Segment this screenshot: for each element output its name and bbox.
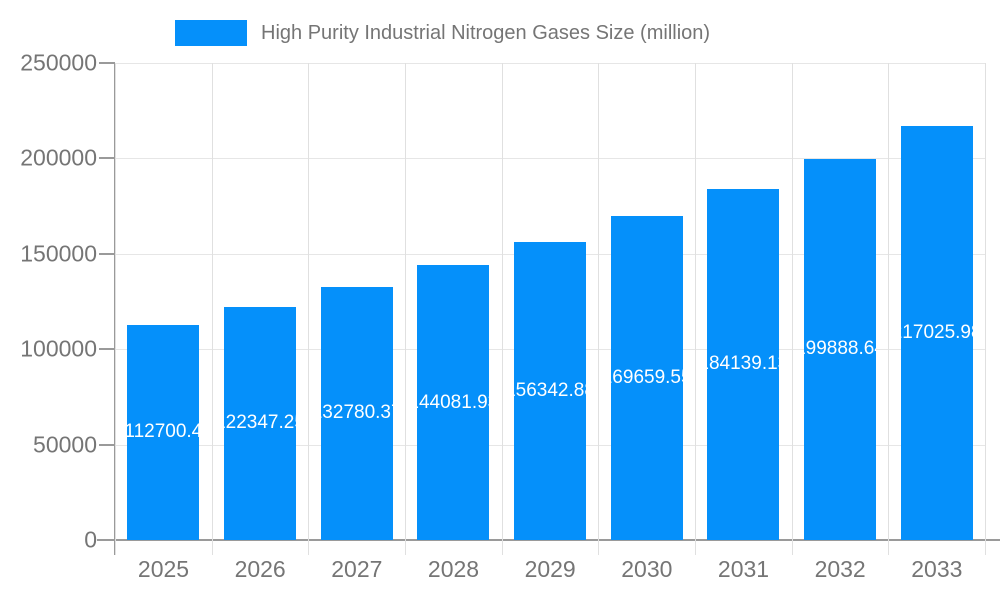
bar-value-label: 156342.88	[514, 379, 586, 401]
v-gridline	[985, 63, 986, 555]
x-tick-label-2027: 2027	[331, 556, 383, 582]
h-gridline	[115, 63, 985, 64]
v-gridline	[501, 63, 503, 555]
bar-2031: 184139.13	[707, 188, 780, 540]
legend-label: High Purity Industrial Nitrogen Gases Si…	[261, 21, 711, 44]
x-tick-label-2028: 2028	[427, 556, 480, 582]
v-gridline	[695, 63, 696, 555]
bar-value-label: 144081.93	[417, 391, 489, 413]
plot-area: 112700.4 122347.25 132780.37 144081.93 15634…	[115, 63, 985, 540]
y-axis-tick	[99, 62, 115, 64]
v-gridline	[405, 63, 406, 555]
bar-value-label: 169659.55	[611, 367, 683, 389]
x-tick-label-2033: 2033	[911, 556, 963, 582]
v-gridline	[308, 63, 310, 555]
y-tick-label: 100000	[20, 335, 97, 362]
y-axis-tick	[99, 252, 115, 255]
chart-legend: High Purity Industrial Nitrogen Gases Si…	[175, 20, 710, 46]
bar-2025: 112700.4	[127, 324, 200, 540]
x-tick-label-2029: 2029	[524, 556, 576, 582]
y-axis-tick	[99, 443, 115, 446]
y-tick-label: 150000	[20, 240, 97, 267]
h-gridline	[115, 158, 985, 160]
bar-2028: 144081.93	[417, 265, 490, 540]
bar-value-label: 132780.37	[321, 402, 393, 424]
bar-value-label: 122347.25	[224, 412, 296, 434]
y-axis-tick	[99, 539, 115, 541]
v-gridline	[888, 63, 890, 555]
x-tick-label-2025: 2025	[137, 556, 190, 582]
y-tick-label: 0	[84, 526, 97, 553]
y-tick-label: 200000	[20, 144, 97, 171]
v-gridline	[115, 63, 116, 555]
bar-2026: 122347.25	[224, 306, 296, 540]
legend-swatch	[175, 20, 247, 46]
v-gridline	[211, 63, 213, 555]
y-tick-label: 50000	[33, 431, 97, 458]
bar-2027: 132780.37	[320, 286, 393, 540]
bar-2033: 217025.98	[900, 125, 973, 540]
x-tick-label-2030: 2030	[621, 556, 673, 582]
bar-value-label: 184139.13	[707, 353, 779, 375]
y-axis-tick	[99, 157, 115, 160]
x-tick-label-2032: 2032	[814, 556, 866, 582]
y-axis-tick	[99, 348, 115, 351]
x-tick-label-2031: 2031	[717, 556, 770, 582]
x-tick-label-2026: 2026	[234, 556, 286, 582]
bar-value-label: 217025.98	[901, 321, 973, 343]
bar-2030: 169659.55	[610, 216, 683, 540]
x-axis-line	[97, 539, 1000, 541]
bar-value-label: 112700.4	[127, 421, 200, 443]
v-gridline	[791, 63, 793, 555]
v-gridline	[598, 63, 600, 555]
y-tick-label: 250000	[20, 49, 97, 76]
bar-2029: 156342.88	[514, 241, 586, 540]
